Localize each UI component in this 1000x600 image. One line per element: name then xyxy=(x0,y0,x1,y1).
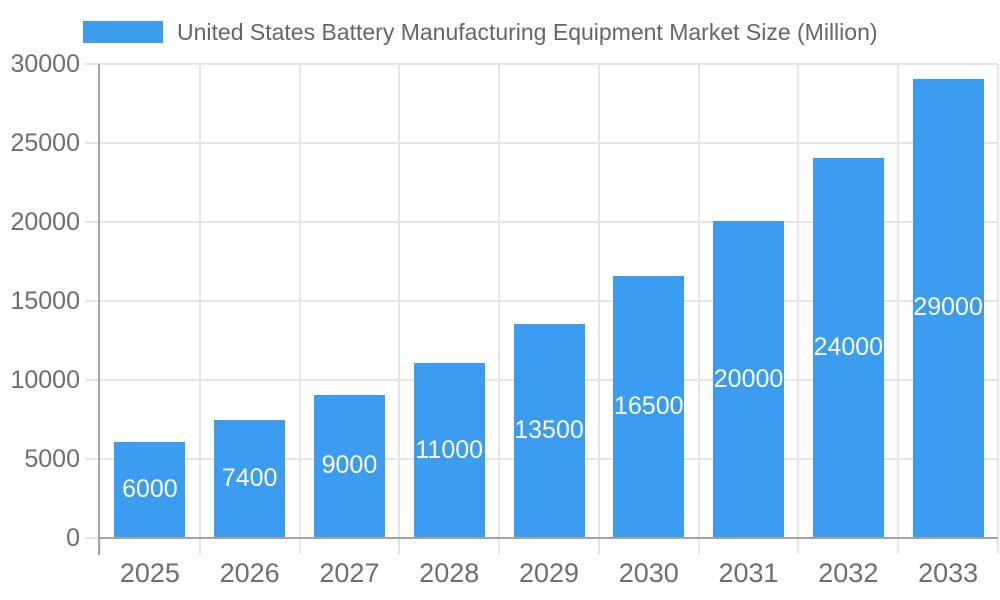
gridline-h xyxy=(85,142,998,144)
y-tick-label: 10000 xyxy=(10,366,80,394)
bar-value-label: 11000 xyxy=(415,435,484,464)
y-tick-label: 20000 xyxy=(10,208,80,236)
legend-swatch-icon xyxy=(83,21,163,43)
bar-value-label: 9000 xyxy=(321,451,378,480)
y-axis-line xyxy=(98,64,100,555)
gridline-h xyxy=(85,221,998,223)
legend-label: United States Battery Manufacturing Equi… xyxy=(177,19,878,45)
bar-2026: 7400 xyxy=(214,420,286,537)
bar-value-label: 20000 xyxy=(713,364,784,393)
bar-value-label: 6000 xyxy=(122,475,178,504)
x-tick-label: 2031 xyxy=(718,558,779,588)
x-tick-label: 2033 xyxy=(918,558,979,588)
bar-2027: 9000 xyxy=(313,394,385,537)
x-tick xyxy=(198,539,201,554)
gridline-v xyxy=(597,64,600,538)
y-tick xyxy=(85,537,100,539)
bar-value-label: 7400 xyxy=(221,464,278,493)
x-tick xyxy=(597,539,600,554)
x-tick xyxy=(99,539,101,554)
bar-value-label: 16500 xyxy=(614,392,684,421)
y-tick-label: 25000 xyxy=(10,129,80,157)
x-tick xyxy=(398,539,401,554)
gridline-h xyxy=(85,300,998,302)
bar-2029: 13500 xyxy=(513,323,585,537)
gridline-v xyxy=(498,64,501,538)
x-tick-label: 2032 xyxy=(818,558,879,588)
y-tick-label: 15000 xyxy=(10,287,80,315)
x-tick xyxy=(897,539,900,554)
x-tick-label: 2030 xyxy=(618,558,679,588)
x-tick-label: 2029 xyxy=(518,558,580,588)
x-tick xyxy=(697,539,700,554)
gridline-v xyxy=(398,64,401,538)
x-tick-label: 2026 xyxy=(219,558,280,588)
chart-legend-item[interactable]: United States Battery Manufacturing Equi… xyxy=(83,20,878,44)
bar-2028: 11000 xyxy=(413,363,485,537)
x-tick-label: 2025 xyxy=(119,558,180,588)
y-tick-label: 0 xyxy=(66,524,80,552)
x-tick xyxy=(298,539,301,554)
gridline-v xyxy=(897,64,900,538)
bar-2033: 29000 xyxy=(912,78,984,537)
gridline-v xyxy=(997,64,999,538)
x-tick-label: 2028 xyxy=(419,558,480,588)
gridline-v xyxy=(697,64,700,538)
bar-value-label: 13500 xyxy=(514,415,584,444)
bar-2032: 24000 xyxy=(812,157,884,537)
x-tick xyxy=(997,539,999,554)
bar-value-label: 29000 xyxy=(913,293,983,322)
gridline-v xyxy=(198,64,201,538)
y-tick-label: 5000 xyxy=(24,445,80,473)
gridline-v xyxy=(298,64,301,538)
bar-2025: 6000 xyxy=(114,442,186,537)
x-tick-label: 2027 xyxy=(319,558,380,588)
x-tick xyxy=(498,539,501,554)
gridline-v xyxy=(797,64,800,538)
bar-value-label: 24000 xyxy=(813,332,884,361)
x-axis-line xyxy=(98,537,998,539)
gridline-h xyxy=(85,63,998,65)
x-tick xyxy=(797,539,800,554)
y-tick-label: 30000 xyxy=(10,50,80,78)
bar-2031: 20000 xyxy=(713,221,785,537)
bar-2030: 16500 xyxy=(613,276,685,537)
